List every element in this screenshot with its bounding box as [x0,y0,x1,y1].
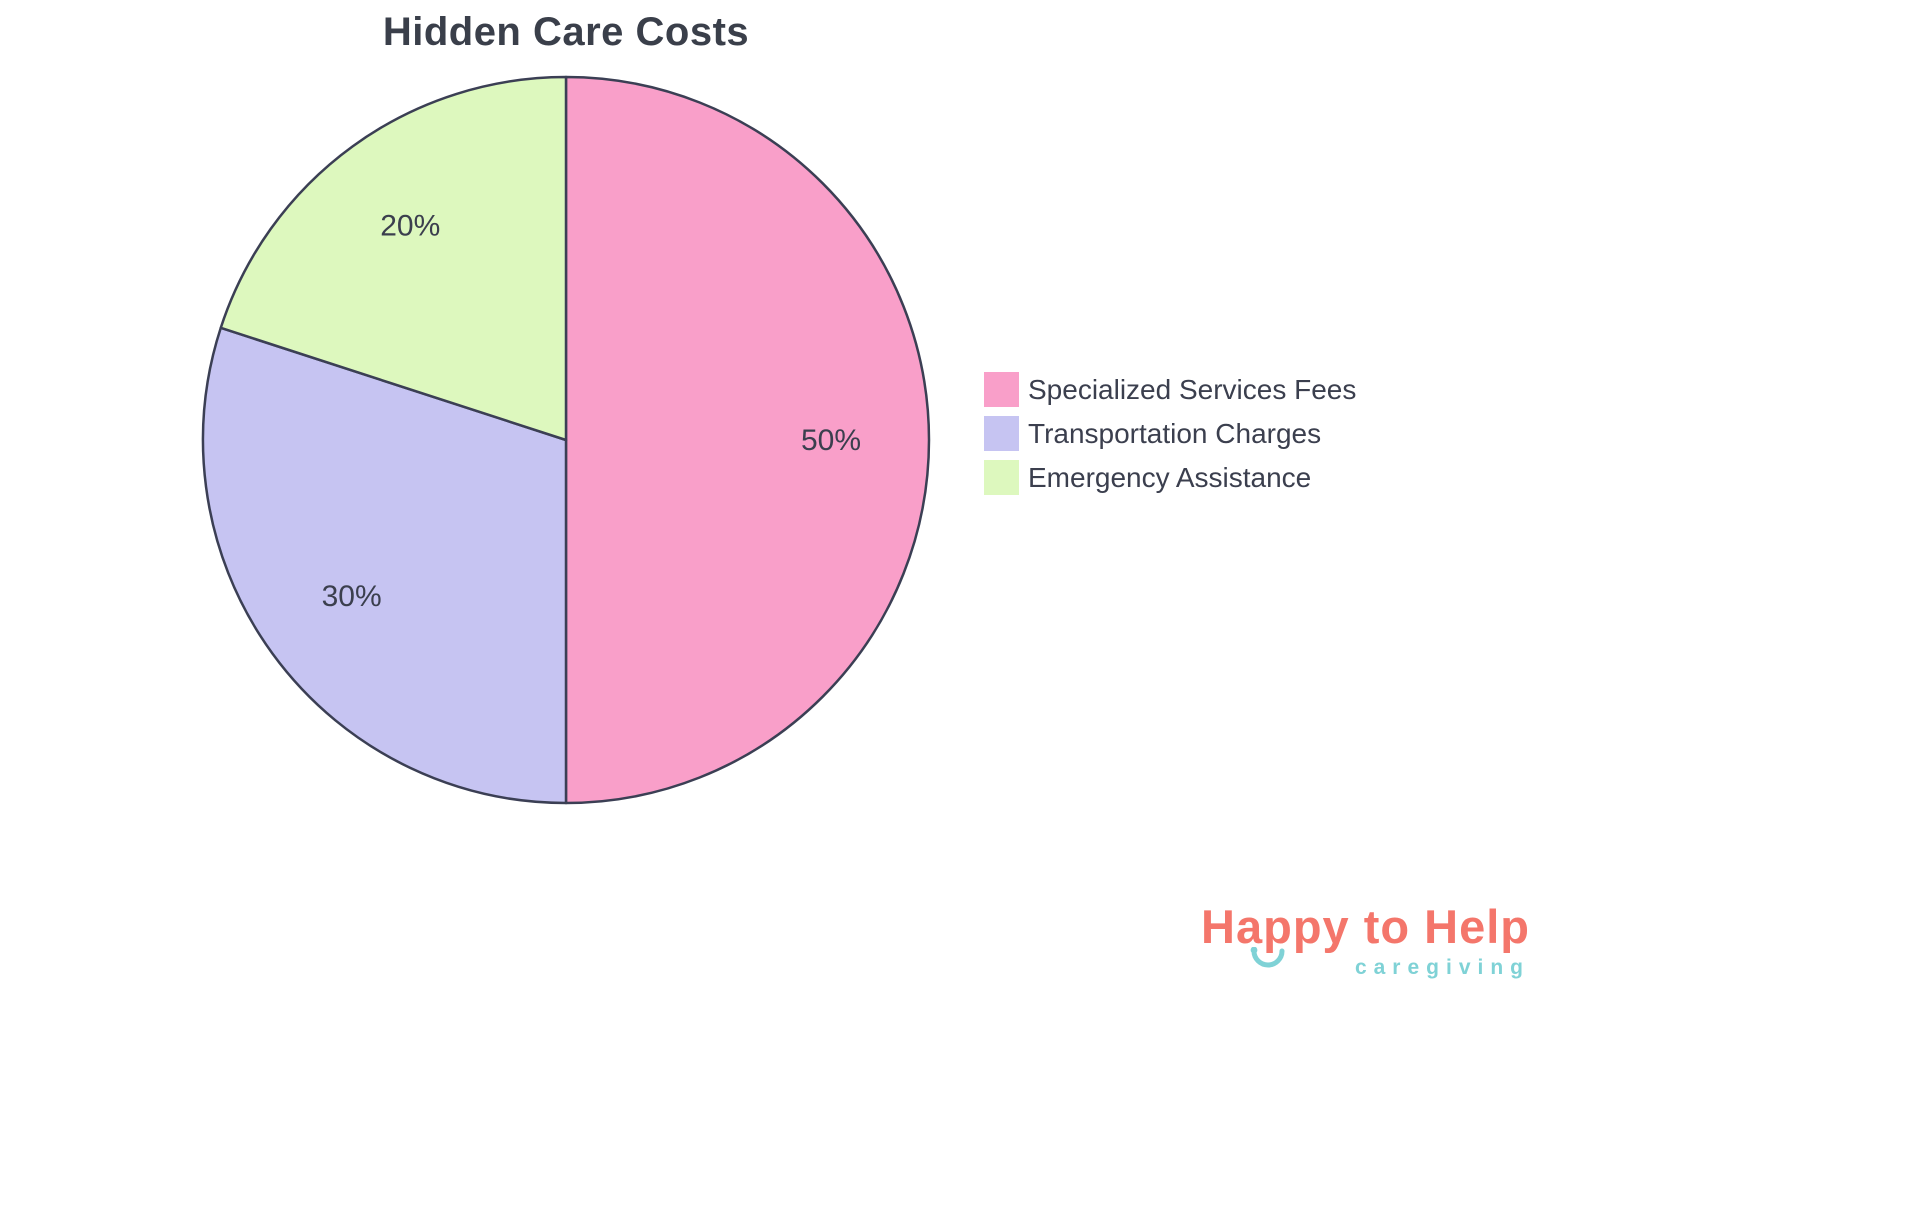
pie-slice [219,75,568,442]
smile-icon [1250,947,1285,968]
legend-label: Emergency Assistance [1028,461,1312,493]
brand-tagline: caregiving [1354,956,1530,979]
slice-label: 50% [801,424,861,457]
slice-label: 20% [380,210,440,243]
slice-label: 30% [322,580,382,613]
legend-swatch-specialized-services-fees [984,372,1019,407]
brand-name: Happy to Help [1201,900,1530,953]
legend-item: Specialized Services Fees [984,372,1356,407]
legend-swatch-transportation-charges [984,416,1019,451]
brand-logo: Happy to Help caregiving [1158,903,1530,980]
pie-slice [564,75,931,805]
legend-swatch-emergency-assistance [984,460,1019,495]
legend-label: Transportation Charges [1028,417,1322,449]
legend-item: Emergency Assistance [984,460,1356,495]
pie-slice [201,326,568,805]
chart-title: Hidden Care Costs [382,10,750,54]
legend-label: Specialized Services Fees [1028,373,1357,405]
legend-item: Transportation Charges [984,416,1356,451]
legend: Specialized Services Fees Transportation… [984,372,1356,495]
